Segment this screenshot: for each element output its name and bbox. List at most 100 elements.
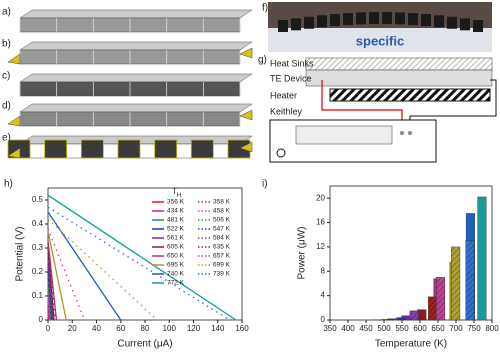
legend-label: 740 K (167, 271, 185, 278)
flap (7, 147, 21, 159)
leg (80, 139, 104, 159)
line (47, 267, 53, 321)
y-axis-label: Potential (V) (15, 226, 26, 281)
legend-label: 650 K (167, 253, 185, 260)
heat-sink (330, 14, 340, 27)
x-axis-label: Temperature (K) (375, 339, 447, 350)
legend-label: 605 K (167, 244, 185, 251)
flap (239, 141, 253, 153)
photo-text: specific (356, 33, 404, 48)
leg (154, 139, 178, 159)
heater (329, 88, 491, 102)
x-tick-label: 100 (163, 324, 177, 333)
legend-label: 506 K (213, 217, 231, 224)
bar (477, 196, 487, 321)
leg (190, 139, 214, 159)
legend-title-sub: H (177, 193, 181, 199)
flap (239, 109, 253, 121)
legend-label: 434 K (167, 208, 185, 215)
x-tick-label: 120 (187, 324, 201, 333)
x-tick-label: 350 (323, 324, 337, 333)
heat-sink (356, 12, 366, 25)
heat-sink (382, 12, 392, 25)
x-tick-label: 450 (359, 324, 373, 333)
legend-label: 522 K (167, 226, 185, 233)
x-tick-label: 600 (413, 324, 427, 333)
bar-hatch (409, 310, 419, 320)
x-tick-label: 550 (395, 324, 409, 333)
bar-hatch (381, 319, 391, 320)
legend-label: 657 K (213, 253, 231, 260)
legend-label: 547 K (213, 226, 231, 233)
x-tick-label: 700 (449, 324, 463, 333)
x-tick-label: 400 (341, 324, 355, 333)
y-tick-label: 8 (321, 266, 326, 275)
line (47, 194, 237, 321)
line (47, 206, 231, 321)
bar (417, 309, 427, 321)
y-tick-label: 0 (321, 315, 326, 324)
line (47, 211, 122, 321)
y-tick-label: 4 (321, 291, 326, 300)
panel-label: a) (2, 7, 11, 18)
x-tick-label: 160 (235, 324, 249, 333)
heat-sink (291, 18, 301, 31)
bar-hatch (465, 240, 475, 320)
line (47, 305, 50, 321)
y-axis-label: Power (μW) (297, 227, 308, 280)
legend-label: 695 K (167, 262, 185, 269)
heat-sinks (305, 57, 493, 71)
x-tick-label: 20 (68, 324, 77, 333)
x-tick-label: 650 (431, 324, 445, 333)
terminal (408, 131, 412, 135)
photo-table (268, 28, 492, 52)
y-tick-label: 0.4 (32, 219, 44, 228)
heat-sink (447, 16, 457, 29)
legend-label: 358 K (213, 199, 231, 206)
x-tick-label: 140 (211, 324, 225, 333)
device-top (19, 73, 253, 83)
legend-label: 699 K (213, 262, 231, 269)
legend-label: 635 K (213, 244, 231, 251)
y-tick-label: 0.1 (32, 291, 44, 300)
x-tick-label: 0 (46, 324, 51, 333)
heat-sink (278, 20, 288, 32)
x-tick-label: 40 (92, 324, 101, 333)
line (47, 231, 67, 321)
knob (276, 148, 286, 158)
legend-title: TH (172, 187, 181, 198)
x-axis-label: Current (μA) (117, 339, 172, 350)
legend-label: 356 K (167, 199, 185, 206)
heat-sink (343, 13, 353, 26)
device-top (19, 103, 253, 113)
x-tick-label: 750 (467, 324, 481, 333)
y-tick-label: 0.5 (32, 195, 44, 204)
panel-label: c) (2, 71, 10, 82)
leg (44, 139, 68, 159)
bar-hatch (396, 317, 406, 320)
panel-label: h) (4, 179, 13, 190)
device-renderings (7, 9, 253, 159)
legend-label: 772 K (167, 280, 185, 287)
flap (7, 53, 21, 65)
heat-sink (460, 18, 470, 31)
y-tick-label: 12 (316, 242, 325, 251)
heat-sink (395, 12, 405, 25)
keithley-screen (295, 125, 393, 145)
y-tick-label: 0 (39, 315, 44, 324)
heat-sink (473, 20, 483, 32)
te-device (305, 69, 493, 87)
flap (7, 115, 21, 127)
label: Keithley (270, 106, 303, 116)
line (47, 243, 56, 321)
legend-label: 561 K (167, 235, 185, 242)
leg (117, 139, 141, 159)
x-tick-label: 80 (141, 324, 150, 333)
device-top (19, 41, 253, 51)
x-tick-label: 500 (377, 324, 391, 333)
x-tick-label: 800 (485, 324, 499, 333)
line (47, 240, 58, 321)
bar-hatch (451, 246, 460, 320)
panel-label: e) (2, 133, 11, 144)
